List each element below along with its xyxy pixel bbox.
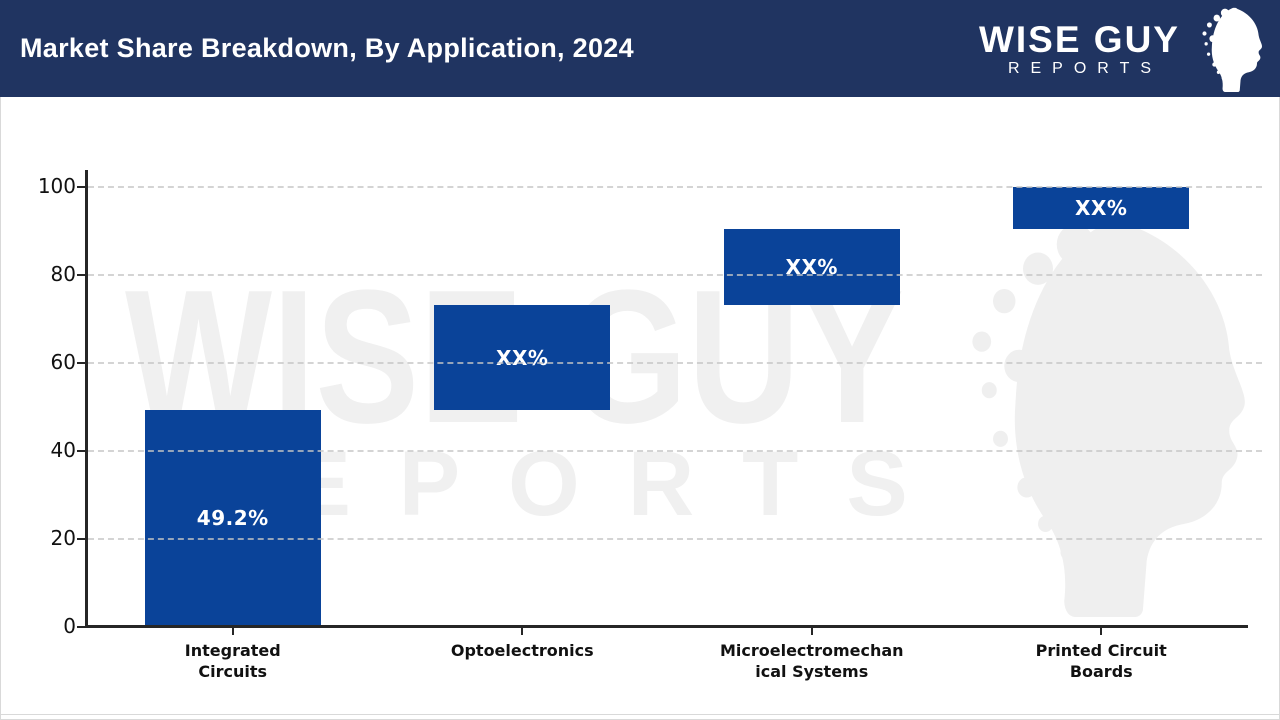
logo-text: WISE GUY REPORTS <box>978 18 1180 78</box>
y-tick-mark <box>77 185 85 188</box>
y-tick-mark <box>77 625 85 628</box>
y-tick-label: 0 <box>63 613 76 638</box>
y-tick-label: 80 <box>50 261 76 286</box>
x-tick-mark <box>231 628 234 635</box>
page-title: Market Share Breakdown, By Application, … <box>20 33 634 63</box>
y-tick-label: 40 <box>50 437 76 462</box>
wise-guy-reports-logo: WISE GUY REPORTS <box>979 6 1266 92</box>
x-tick-mark <box>810 628 813 635</box>
gridline <box>88 185 1262 188</box>
y-axis-line <box>85 170 88 628</box>
gridline <box>88 537 1262 540</box>
bar-value-label: 49.2% <box>196 506 269 531</box>
logo-dotted-head-icon <box>1202 7 1263 92</box>
gridline <box>88 361 1262 364</box>
bar-segment: XX% <box>434 305 611 411</box>
bar-value-label: XX% <box>1075 195 1128 220</box>
bar-segment: XX% <box>723 228 900 306</box>
bar-value-label: XX% <box>496 345 549 370</box>
bar-segment: 49.2% <box>144 410 321 627</box>
header-bar: Market Share Breakdown, By Application, … <box>0 0 1280 97</box>
bar-segment: XX% <box>1013 186 1190 229</box>
footer-divider-line <box>0 714 1280 715</box>
logo-wise-guy-label: WISE GUY <box>978 18 1180 60</box>
y-tick-label: 100 <box>37 173 76 198</box>
y-tick-label: 60 <box>50 349 76 374</box>
x-axis-line <box>85 625 1248 628</box>
y-tick-mark <box>77 537 85 540</box>
x-tick-mark <box>521 628 524 635</box>
gridline <box>88 449 1262 452</box>
category-label: Optoelectronics <box>450 641 594 660</box>
gridline <box>88 273 1262 276</box>
category-label: Integrated Circuits <box>184 641 281 681</box>
category-label: Printed Circuit Boards <box>1035 641 1167 681</box>
y-tick-mark <box>77 361 85 364</box>
logo-reports-label: REPORTS <box>1007 59 1163 77</box>
category-label: Microelectromechan ical Systems <box>719 641 904 681</box>
y-tick-mark <box>77 273 85 276</box>
y-tick-mark <box>77 449 85 452</box>
page-border-left <box>0 97 1 720</box>
y-tick-label: 20 <box>50 525 76 550</box>
x-tick-mark <box>1100 628 1103 635</box>
